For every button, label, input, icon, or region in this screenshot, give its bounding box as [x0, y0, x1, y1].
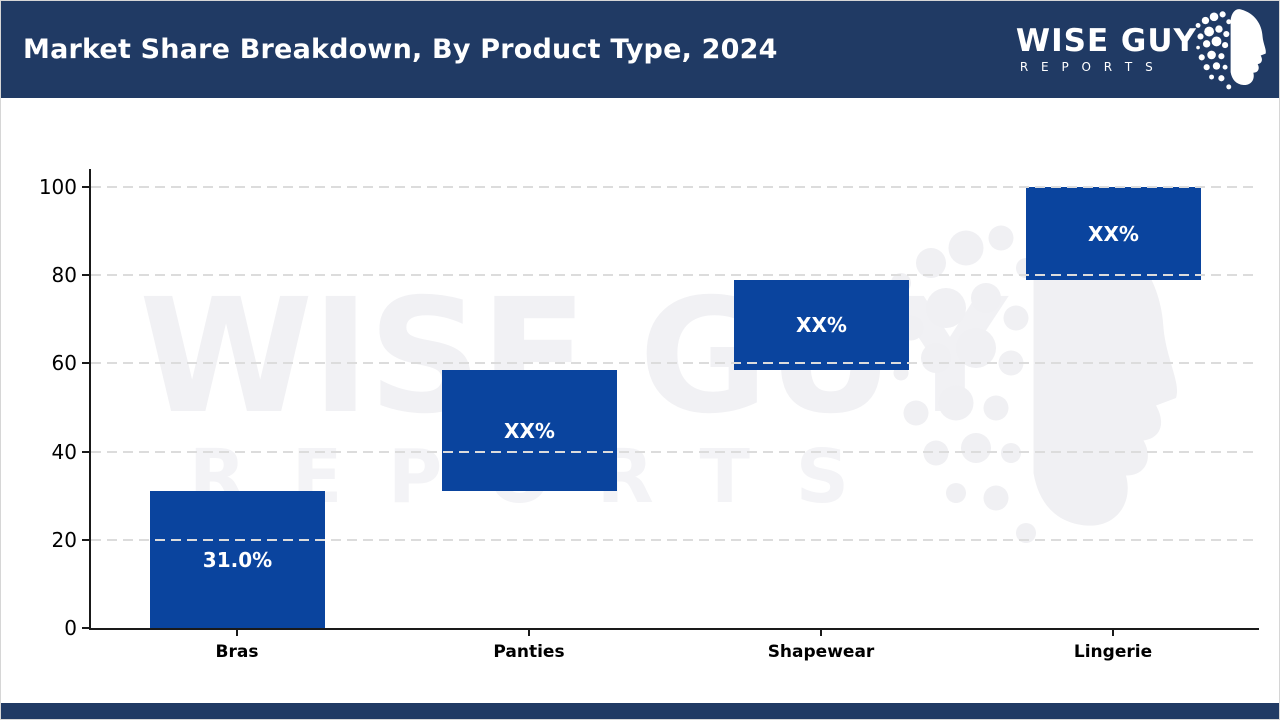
y-tick-label: 0 [64, 616, 77, 640]
bar-lingerie: XX% [1026, 187, 1201, 280]
y-tick-label: 60 [51, 351, 77, 375]
y-tick-mark [82, 274, 91, 276]
footer-bar [1, 703, 1279, 719]
bar-value-label: XX% [796, 313, 847, 337]
logo-wordmark: WISE GUY [1015, 23, 1197, 60]
y-tick-mark [82, 451, 91, 453]
x-tick-mark [1112, 628, 1114, 636]
gridline-60 [91, 362, 1259, 364]
x-axis-line [89, 628, 1259, 630]
gridline-40 [91, 451, 1259, 453]
dotted-face-icon [1195, 8, 1266, 89]
y-tick-label: 20 [51, 528, 77, 552]
logo-subtitle: R E P O R T S [1019, 59, 1158, 74]
bar-panties: XX% [442, 370, 617, 491]
x-tick-label-bras: Bras [215, 642, 259, 662]
bar-bras: 31.0% [150, 491, 325, 628]
gridline-20 [91, 539, 1259, 541]
brand-logo: WISE GUY R E P O R T S [1016, 7, 1267, 93]
y-axis-line [89, 169, 91, 630]
y-tick-label: 40 [51, 440, 77, 464]
x-tick-mark [528, 628, 530, 636]
x-tick-mark [236, 628, 238, 636]
logo-text: WISE GUY R E P O R T S [1016, 25, 1197, 74]
x-tick-mark [820, 628, 822, 636]
page-title: Market Share Breakdown, By Product Type,… [23, 34, 778, 65]
y-tick-label: 100 [38, 175, 77, 199]
chart-area: WISE GUY R E P O R T S 31.0%XX%XX%XX%020… [1, 98, 1279, 705]
bar-value-label: 31.0% [202, 547, 273, 572]
x-tick-label-panties: Panties [493, 642, 565, 662]
gridline-80 [91, 274, 1259, 276]
x-tick-label-lingerie: Lingerie [1073, 642, 1153, 662]
y-tick-mark [82, 539, 91, 541]
y-tick-mark [82, 186, 91, 188]
header: Market Share Breakdown, By Product Type,… [1, 1, 1279, 98]
bar-shapewear: XX% [734, 280, 909, 370]
bar-value-label: XX% [1088, 221, 1139, 246]
bar-value-label: XX% [504, 418, 555, 443]
y-tick-mark [82, 627, 91, 629]
y-tick-label: 80 [51, 263, 77, 287]
y-tick-mark [82, 362, 91, 364]
x-tick-label-shapewear: Shapewear [767, 642, 875, 662]
gridline-100 [91, 186, 1259, 188]
